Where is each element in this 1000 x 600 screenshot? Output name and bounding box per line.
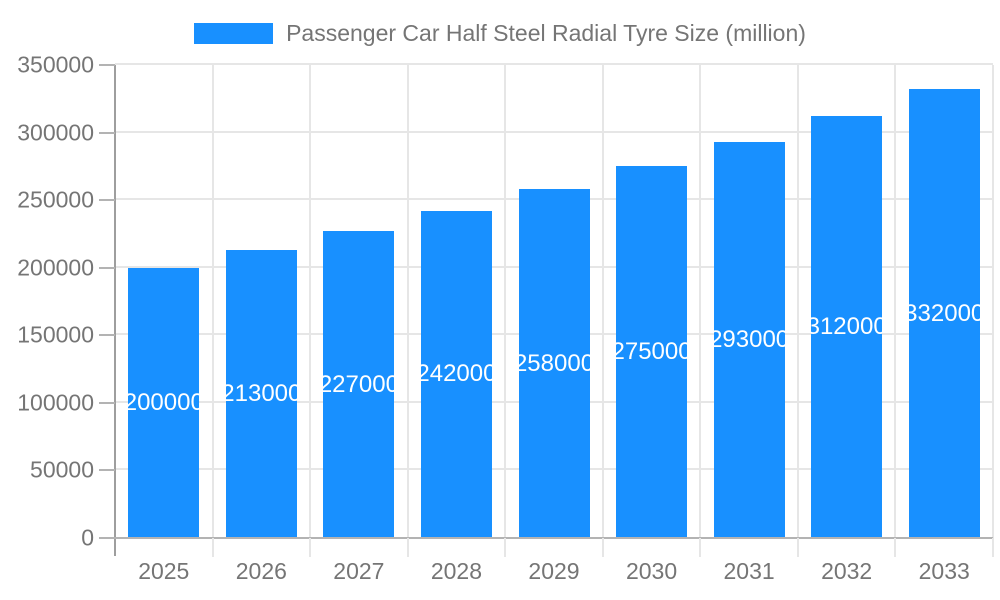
y-axis-label: 250000	[17, 186, 94, 213]
gridline-vertical	[601, 65, 604, 538]
gridline-horizontal	[115, 130, 993, 133]
gridline-horizontal	[115, 63, 993, 65]
x-axis-tick	[699, 538, 702, 557]
y-axis-label: 0	[81, 524, 94, 551]
bar-value-label: 293000	[713, 326, 785, 354]
x-axis-tick	[406, 538, 409, 557]
bar-2033[interactable]: 332000	[908, 89, 980, 538]
bar-value-label: 258000	[518, 349, 590, 377]
bar-value-label: 213000	[225, 380, 297, 408]
legend-swatch	[194, 22, 274, 44]
bar-value-label: 332000	[908, 299, 980, 327]
y-axis-label: 150000	[17, 321, 94, 348]
y-axis-tick	[99, 469, 115, 472]
x-axis-line	[115, 537, 993, 539]
bar-2026[interactable]: 213000	[225, 250, 297, 538]
legend[interactable]: Passenger Car Half Steel Radial Tyre Siz…	[0, 20, 1000, 46]
bar-value-label: 227000	[323, 370, 395, 398]
bar-value-label: 200000	[128, 388, 200, 416]
y-axis-tick	[99, 131, 115, 134]
x-axis-tick	[992, 538, 994, 557]
y-axis-line	[114, 65, 116, 556]
bar-value-label: 312000	[811, 313, 883, 341]
bar-2032[interactable]: 312000	[811, 116, 883, 538]
y-axis-tick	[99, 401, 115, 404]
y-axis-tick	[99, 537, 115, 539]
x-axis-label: 2026	[235, 558, 287, 584]
gridline-vertical	[211, 65, 214, 538]
gridline-vertical	[504, 65, 507, 538]
y-axis-tick	[99, 334, 115, 337]
bar-value-label: 242000	[420, 360, 492, 388]
bar-2029[interactable]: 258000	[518, 189, 590, 538]
x-axis-label: 2027	[333, 558, 385, 584]
x-axis-label: 2031	[723, 558, 775, 584]
y-axis-tick	[99, 266, 115, 269]
y-axis-tick	[99, 64, 115, 66]
x-axis-tick	[211, 538, 214, 557]
x-axis-label: 2030	[625, 558, 678, 584]
gridline-vertical	[309, 65, 312, 538]
y-axis-label: 50000	[30, 456, 94, 483]
x-axis-label: 2032	[821, 558, 873, 584]
x-axis-tick	[504, 538, 507, 557]
x-axis-label: 2029	[528, 558, 580, 584]
legend-label: Passenger Car Half Steel Radial Tyre Siz…	[286, 19, 806, 46]
y-axis-label: 100000	[17, 389, 94, 416]
bar-2027[interactable]: 227000	[323, 231, 395, 538]
y-axis-tick	[99, 199, 115, 202]
gridline-vertical	[992, 65, 994, 538]
x-axis-tick	[309, 538, 312, 557]
plot-area: 200000 213000 227000 242000 258000 275000 2930…	[115, 63, 994, 538]
x-axis-label: 2033	[918, 558, 970, 584]
gridline-vertical	[796, 65, 799, 538]
bar-value-label: 275000	[616, 338, 688, 366]
gridline-vertical	[699, 65, 702, 538]
y-axis-label: 200000	[17, 254, 94, 281]
x-axis-tick	[796, 538, 799, 557]
bar-2030[interactable]: 275000	[616, 166, 688, 538]
y-axis-label: 350000	[17, 51, 94, 78]
x-axis-label: 2028	[430, 558, 483, 584]
bar-2031[interactable]: 293000	[713, 142, 785, 538]
y-axis-label: 300000	[17, 119, 94, 146]
gridline-vertical	[406, 65, 409, 538]
x-axis-tick	[894, 538, 897, 557]
gridline-vertical	[894, 65, 897, 538]
x-axis-label: 2025	[138, 558, 190, 584]
bar-2025[interactable]: 200000	[128, 267, 200, 538]
x-axis-tick	[601, 538, 604, 557]
bar-2028[interactable]: 242000	[420, 210, 492, 538]
